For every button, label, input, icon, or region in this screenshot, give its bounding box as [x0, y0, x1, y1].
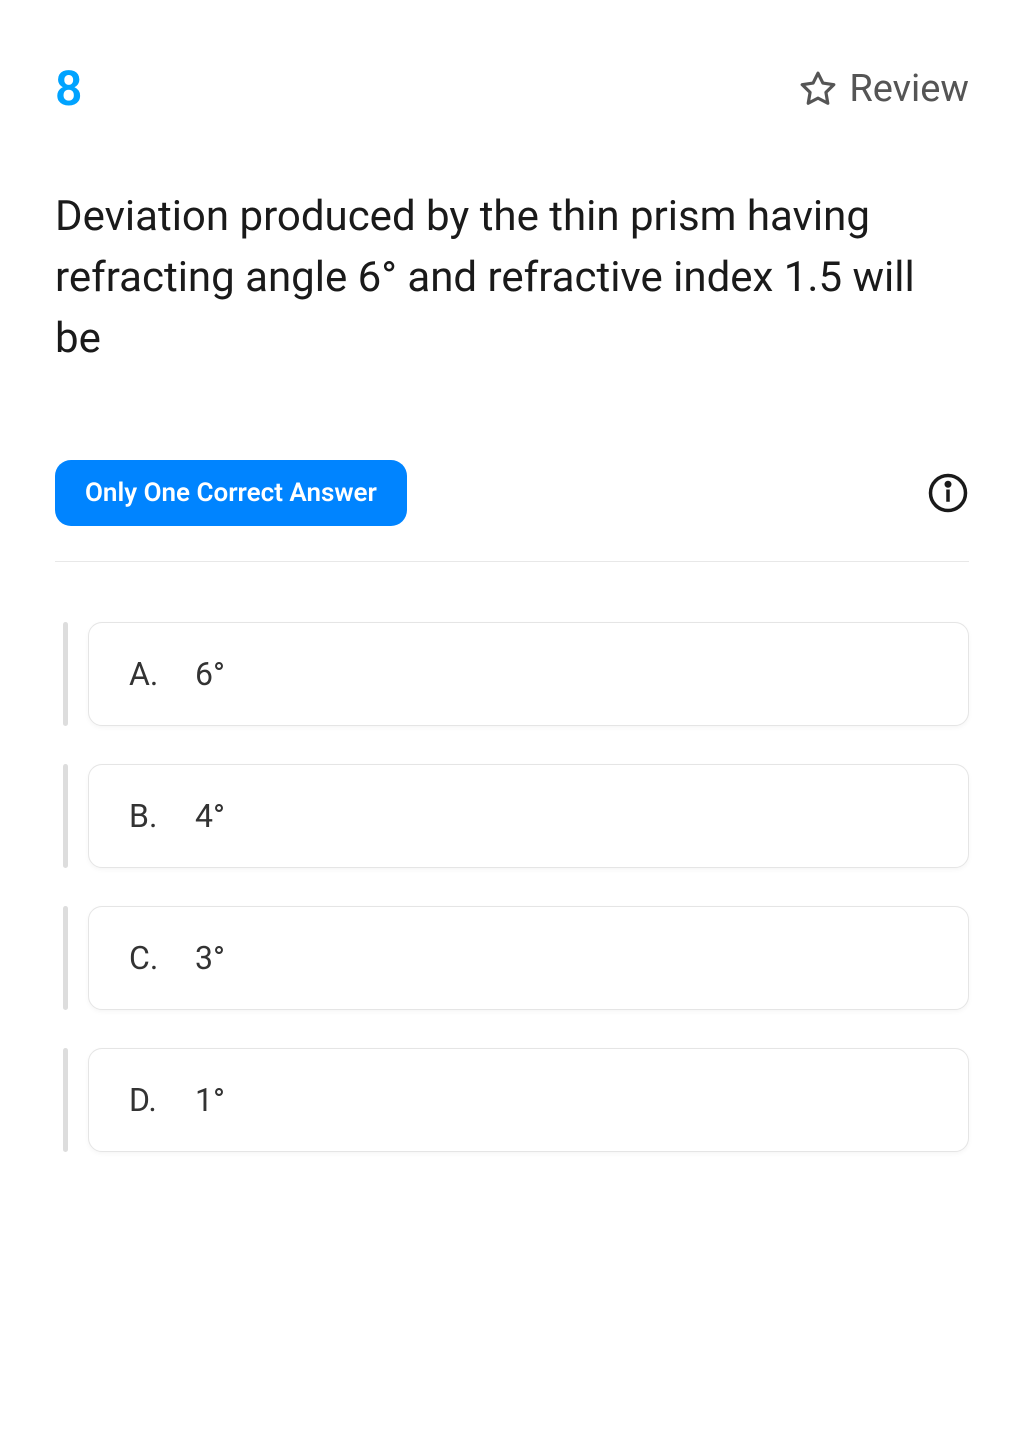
question-header: 8 Review — [55, 60, 969, 117]
option-indicator — [63, 764, 68, 868]
option-letter: C. — [129, 939, 167, 977]
option-row: B. 4° — [63, 764, 969, 868]
option-text: 6° — [195, 655, 225, 693]
option-letter: A. — [129, 655, 167, 693]
option-row: C. 3° — [63, 906, 969, 1010]
option-row: D. 1° — [63, 1048, 969, 1152]
option-b[interactable]: B. 4° — [88, 764, 969, 868]
answer-type-badge: Only One Correct Answer — [55, 460, 407, 526]
option-indicator — [63, 1048, 68, 1152]
option-d[interactable]: D. 1° — [88, 1048, 969, 1152]
options-container: A. 6° B. 4° C. 3° D. 1° — [55, 622, 969, 1152]
info-icon[interactable] — [927, 472, 969, 514]
option-text: 1° — [195, 1081, 225, 1119]
question-text: Deviation produced by the thin prism hav… — [55, 187, 969, 370]
star-icon — [799, 70, 837, 108]
option-letter: D. — [129, 1081, 167, 1119]
option-a[interactable]: A. 6° — [88, 622, 969, 726]
divider — [55, 561, 969, 562]
review-button[interactable]: Review — [799, 67, 969, 111]
option-indicator — [63, 622, 68, 726]
option-c[interactable]: C. 3° — [88, 906, 969, 1010]
option-indicator — [63, 906, 68, 1010]
option-letter: B. — [129, 797, 167, 835]
option-text: 4° — [195, 797, 225, 835]
option-text: 3° — [195, 939, 225, 977]
question-number: 8 — [55, 60, 82, 117]
answer-type-row: Only One Correct Answer — [55, 460, 969, 526]
review-label: Review — [849, 67, 969, 111]
option-row: A. 6° — [63, 622, 969, 726]
